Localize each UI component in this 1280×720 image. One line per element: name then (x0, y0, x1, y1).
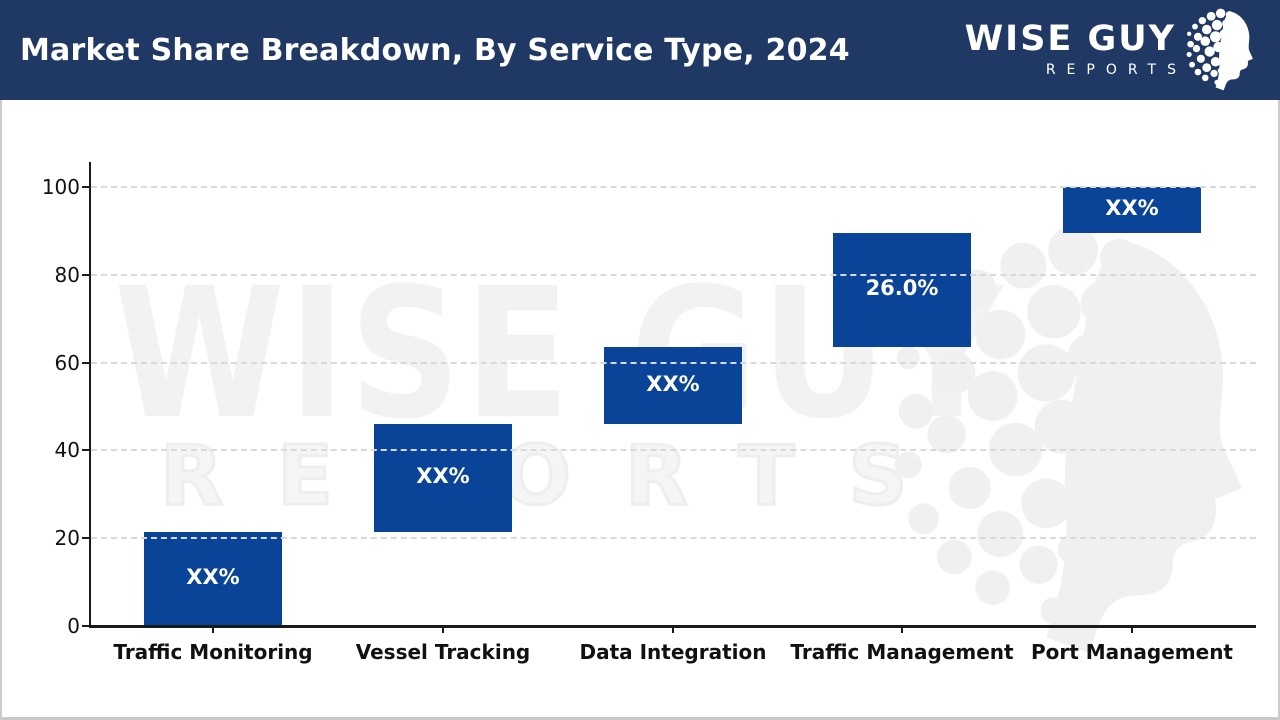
x-tick-mark (901, 626, 903, 633)
x-tick-label: Traffic Monitoring (113, 640, 313, 664)
gridline (91, 186, 1256, 188)
x-tick-label: Data Integration (579, 640, 767, 664)
y-tick-mark (82, 361, 90, 364)
bar-value-label: XX% (186, 564, 240, 589)
x-tick-mark (442, 626, 444, 633)
y-tick-label: 0 (67, 614, 80, 638)
brand-name: WISE GUY (964, 19, 1176, 59)
y-tick-mark (82, 625, 90, 627)
bar-value-label: XX% (416, 463, 470, 488)
gridline (91, 273, 1256, 276)
y-tick-label: 40 (54, 438, 80, 463)
x-tick-mark (1131, 626, 1133, 633)
y-tick-mark (82, 273, 90, 276)
bar-segment (144, 531, 282, 626)
gridline (91, 361, 1256, 364)
chart-area: WISE GUY REPORTS XX% Traffic Monitoring XX… (0, 100, 1280, 720)
y-tick-label: 80 (54, 262, 80, 287)
x-tick-label: Traffic Management (790, 640, 1014, 664)
y-tick-label: 20 (54, 526, 80, 551)
y-tick-mark (82, 449, 90, 452)
x-tick-label: Port Management (1030, 640, 1233, 664)
gridline (91, 537, 1256, 540)
bar-segment (1063, 187, 1201, 234)
gridline (91, 449, 1256, 452)
x-tick-mark (212, 626, 214, 633)
y-tick-label: 100 (41, 175, 80, 199)
y-tick-mark (82, 537, 90, 540)
brand-subtitle: REPORTS (1045, 62, 1187, 78)
brand-face-icon (1180, 6, 1254, 94)
x-axis-line (88, 625, 1256, 628)
y-axis-line (88, 162, 91, 628)
bar-segment (833, 233, 971, 348)
bar-value-label: XX% (1105, 196, 1159, 221)
y-tick-mark (82, 186, 90, 188)
bar-value-label: XX% (646, 371, 700, 396)
y-tick-label: 60 (54, 350, 80, 375)
bar-value-label: 26.0% (865, 276, 939, 301)
chart-title: Market Share Breakdown, By Service Type,… (20, 32, 850, 68)
watermark-subtext: REPORTS (158, 429, 962, 524)
x-tick-mark (672, 626, 674, 633)
bar-segment (604, 347, 742, 425)
brand-logo-text: WISE GUY REPORTS (964, 19, 1176, 79)
x-tick-label: Vessel Tracking (355, 640, 531, 664)
brand-logo: WISE GUY REPORTS (965, 6, 1254, 94)
header: Market Share Breakdown, By Service Type,… (0, 0, 1280, 100)
bar-segment (374, 424, 512, 532)
